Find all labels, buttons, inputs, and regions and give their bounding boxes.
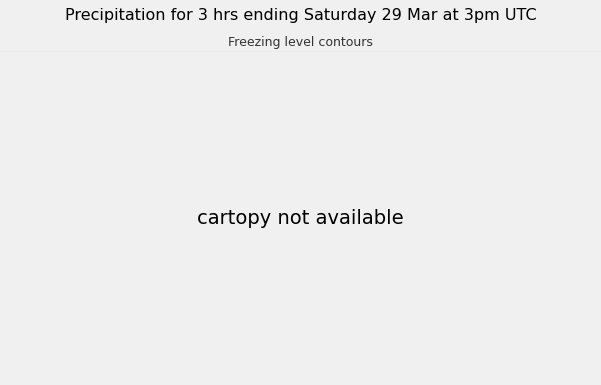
Text: Precipitation for 3 hrs ending Saturday 29 Mar at 3pm UTC: Precipitation for 3 hrs ending Saturday … <box>65 8 536 23</box>
Text: cartopy not available: cartopy not available <box>197 209 404 228</box>
Text: Freezing level contours: Freezing level contours <box>228 36 373 49</box>
